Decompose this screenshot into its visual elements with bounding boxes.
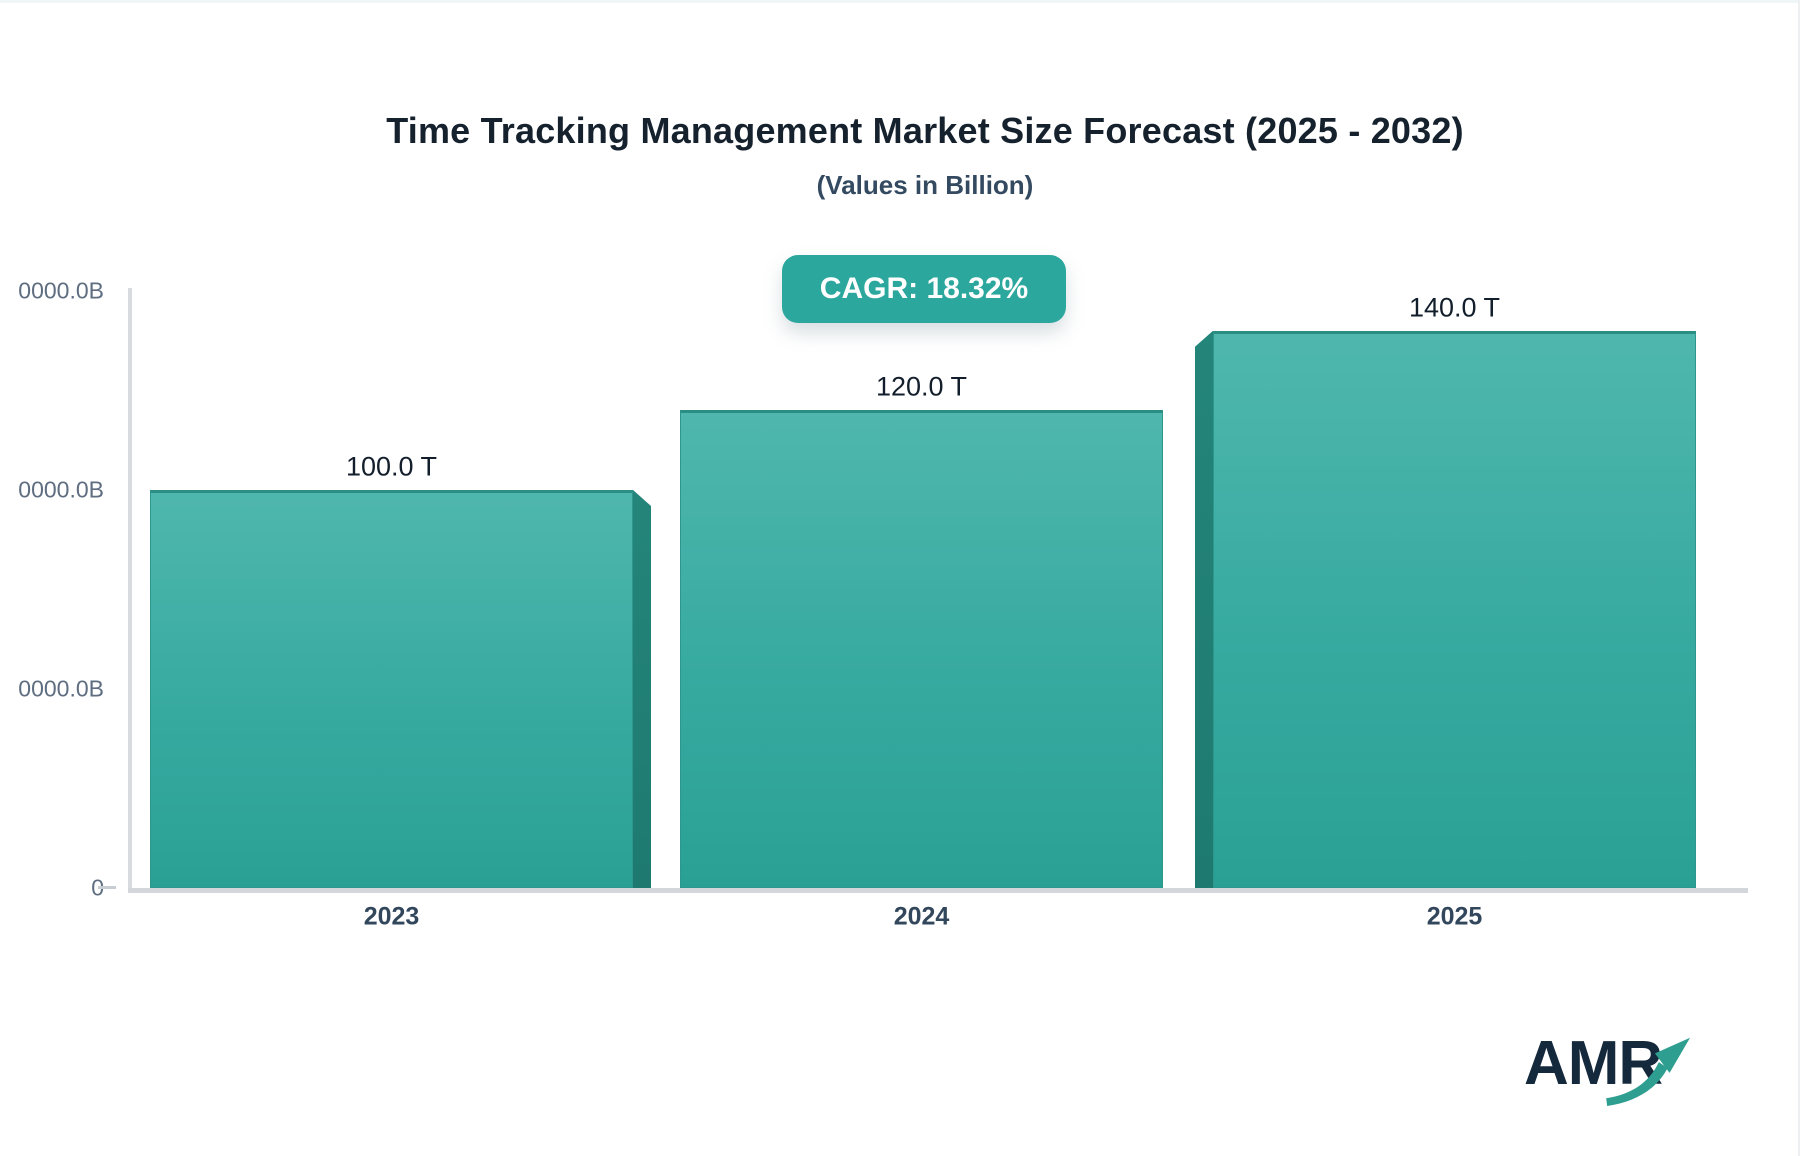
bar-2025 (1213, 330, 1696, 888)
bar-value-label: 140.0 T (1408, 292, 1501, 323)
chart-subtitle: (Values in Billion) (816, 170, 1034, 200)
y-axis-tick-label: 0 (0, 875, 104, 902)
bar-2023 (150, 490, 633, 888)
cagr-badge: CAGR: 18.32% (782, 255, 1066, 323)
bar-side-face-2023 (633, 490, 651, 888)
y-axis-line (128, 288, 132, 893)
chart-title: Time Tracking Management Market Size For… (386, 110, 1464, 151)
page-right-border (1798, 0, 1800, 1156)
x-axis-line (128, 888, 1748, 893)
y-axis-tick-label: 0000.0B (18, 675, 104, 702)
bar-value-label: 120.0 T (875, 371, 968, 402)
y-axis-tick-dash (98, 886, 116, 889)
bar-value-label: 100.0 T (345, 451, 438, 482)
x-axis-label: 2024 (893, 902, 950, 931)
x-axis-label: 2025 (1426, 902, 1483, 931)
bar-side-face-2025 (1195, 330, 1213, 888)
x-axis-label: 2023 (363, 902, 420, 931)
y-axis-tick-label: 0000.0B (18, 277, 104, 304)
growth-arrow-icon (1606, 1037, 1691, 1107)
page-top-border (0, 0, 1800, 3)
bar-2024 (680, 410, 1163, 888)
y-axis-tick-label: 0000.0B (18, 476, 104, 503)
